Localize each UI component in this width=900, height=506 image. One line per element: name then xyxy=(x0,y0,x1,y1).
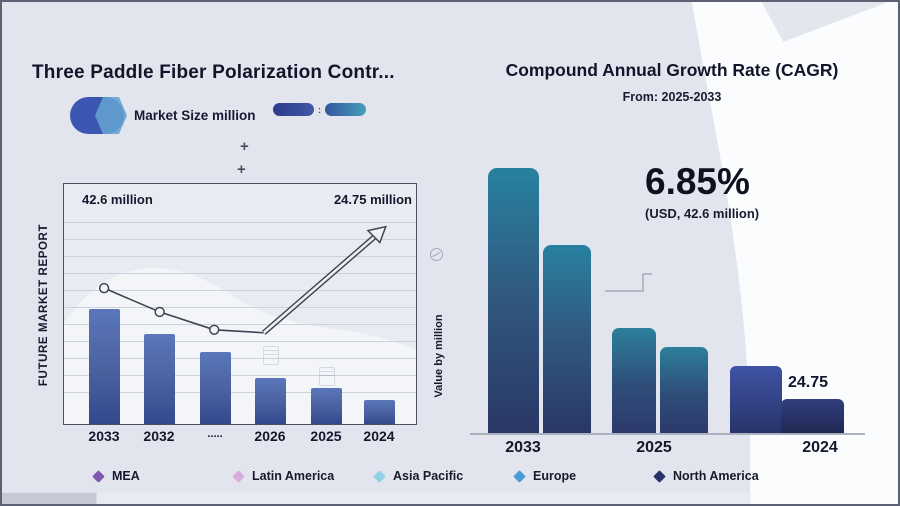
bar-2025 xyxy=(311,388,342,424)
clipboard-ghost-icon xyxy=(263,346,279,365)
rising-arrow-inner xyxy=(262,235,376,334)
circled-dash-icon xyxy=(430,248,443,261)
bar-2025-a xyxy=(612,328,656,433)
bar-2024-b xyxy=(781,399,844,433)
x-axis-line xyxy=(470,433,865,435)
bar-2033-a xyxy=(488,168,539,433)
legend-item-mea: MEA xyxy=(92,469,140,483)
legend-label: Europe xyxy=(533,469,577,483)
marker-icon xyxy=(154,306,165,318)
x-label-2033: 2033 xyxy=(505,439,541,456)
diamond-swatch-icon xyxy=(92,469,105,483)
x-label-2026: 2026 xyxy=(254,428,286,444)
arrowhead-icon xyxy=(366,225,387,244)
annotation-start-value: 42.6 million xyxy=(82,192,153,207)
bar-dots xyxy=(200,352,231,424)
chart-gridlines xyxy=(64,206,416,404)
legend-item-north-america: North America xyxy=(653,469,759,483)
bottom-strip xyxy=(2,492,751,504)
annotation-end-value: 24.75 million xyxy=(333,192,412,207)
clipboard-ghost-icon xyxy=(319,367,335,386)
marker-icon xyxy=(98,282,110,294)
plus-mark-icon: + xyxy=(237,161,246,178)
legend-label: MEA xyxy=(112,469,140,483)
legend-label: Latin America xyxy=(252,469,335,483)
x-label-2032: 2032 xyxy=(143,428,175,444)
trend-line-and-arrow xyxy=(98,225,387,335)
cylinder-icon xyxy=(70,97,127,134)
marker-icon xyxy=(209,324,220,335)
legend-label: Asia Pacific xyxy=(393,469,464,483)
cagr-subtitle: From: 2025-2033 xyxy=(622,90,722,104)
legend-item-latin-america: Latin America xyxy=(232,469,335,483)
ratio-separator: : xyxy=(318,104,321,115)
diamond-swatch-icon xyxy=(373,469,386,483)
bar-2032 xyxy=(144,334,175,424)
ratio-pill-left xyxy=(273,103,314,116)
cylinder-hexagon xyxy=(95,97,127,134)
bottom-strip-left xyxy=(2,492,97,504)
x-label-2033: 2033 xyxy=(88,428,120,444)
bar-2033-b xyxy=(543,245,591,433)
watermark-label: FUTURE MARKET REPORT xyxy=(38,223,50,387)
cagr-value: 6.85% xyxy=(645,161,750,202)
market-size-label: Market Size million xyxy=(134,108,256,123)
diamond-swatch-icon xyxy=(232,469,245,483)
data-label-2024: 24.75 xyxy=(787,374,829,391)
x-label-2024: 2024 xyxy=(802,439,838,456)
bar-2024 xyxy=(364,400,395,424)
cagr-block: 6.85% (USD, 42.6 million) xyxy=(645,161,760,221)
x-label-2024: 2024 xyxy=(363,428,395,444)
bar-2024-a xyxy=(730,366,782,433)
market-size-chart: 42.6 million 24.75 million xyxy=(63,183,417,425)
legend-item-asia-pacific: Asia Pacific xyxy=(373,469,464,483)
background-corner-wedge xyxy=(761,2,889,42)
diamond-swatch-icon xyxy=(653,469,666,483)
legend-item-europe: Europe xyxy=(513,469,577,483)
step-bracket-decoration xyxy=(605,273,652,292)
x-label-dots: ..... xyxy=(207,428,223,440)
page-title: Three Paddle Fiber Polarization Contr... xyxy=(32,62,395,83)
bar-2033 xyxy=(89,309,120,424)
background-swoosh xyxy=(691,2,898,504)
legend-label: North America xyxy=(673,469,759,483)
y-axis-label: Value by million xyxy=(433,314,445,398)
bar-2025-b xyxy=(660,347,708,433)
cagr-title: Compound Annual Growth Rate (CAGR) xyxy=(505,60,839,80)
market-size-row: Market Size million xyxy=(70,97,256,134)
cagr-note: (USD, 42.6 million) xyxy=(645,205,760,221)
ratio-pill-right xyxy=(325,103,366,116)
x-label-2025: 2025 xyxy=(310,428,342,444)
ratio-pills-icon: : xyxy=(273,103,366,116)
diamond-swatch-icon xyxy=(513,469,526,483)
bar-2026 xyxy=(255,378,286,424)
plus-mark-icon: + xyxy=(240,138,249,155)
trend-line xyxy=(103,287,264,334)
x-label-2025: 2025 xyxy=(636,439,672,456)
